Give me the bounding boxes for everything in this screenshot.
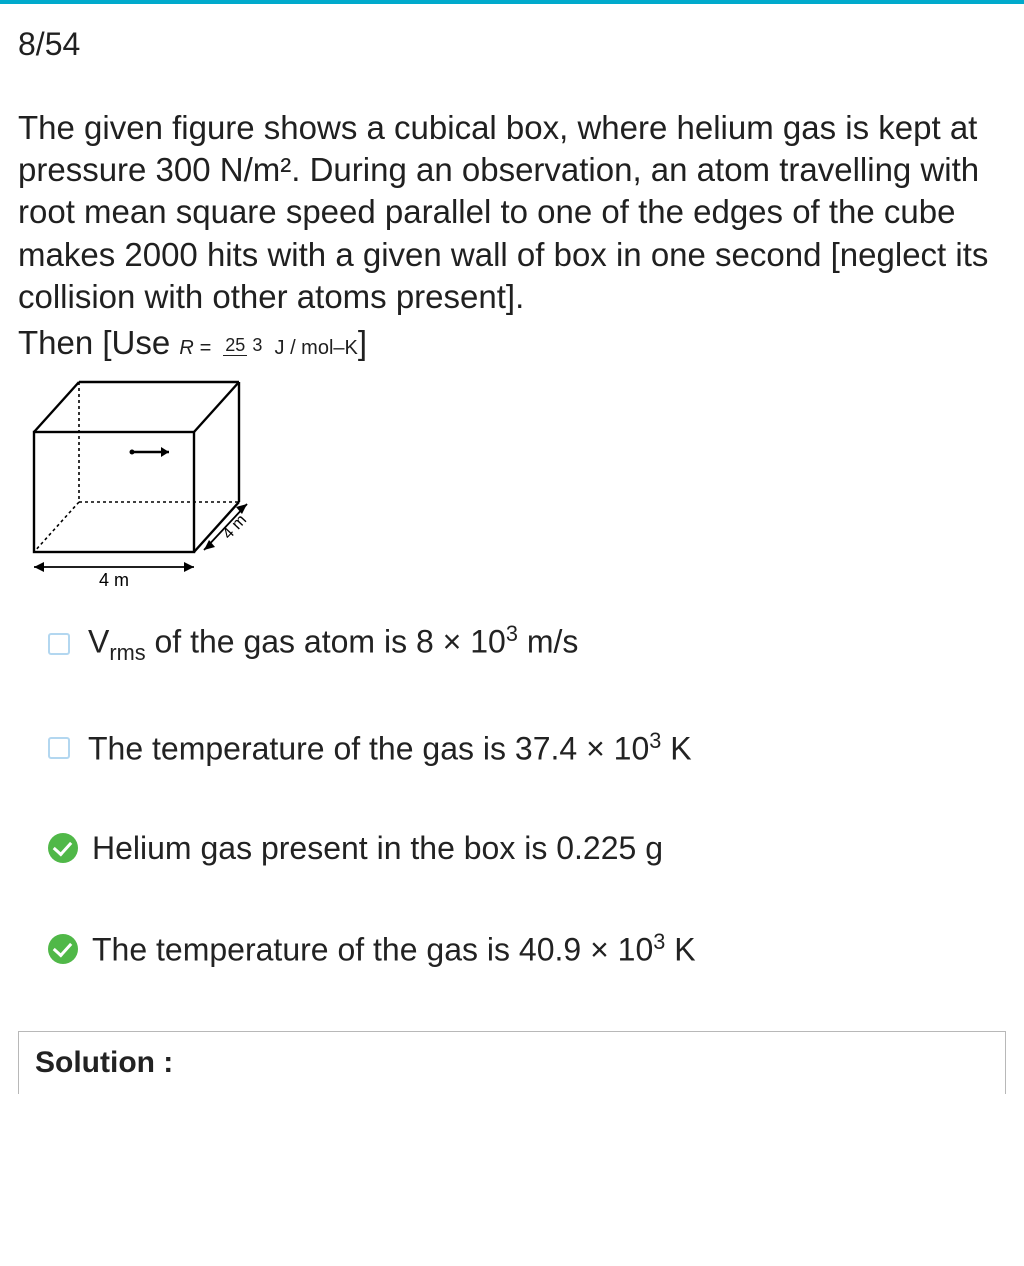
check-correct-icon bbox=[48, 934, 78, 964]
cube-figure: 4 m 4 m bbox=[24, 372, 1006, 597]
question-number: 8/54 bbox=[18, 26, 1006, 63]
edge-label-side: 4 m bbox=[219, 512, 250, 543]
formula-close: ] bbox=[358, 324, 367, 361]
then-line: Then [Use R = 25 3 J / mol–K] bbox=[18, 324, 1006, 362]
page-content: 8/54 The given figure shows a cubical bo… bbox=[0, 4, 1024, 969]
options-list: Vrms of the gas atom is 8 × 103 m/s The … bbox=[18, 621, 1006, 968]
option-b-text: The temperature of the gas is 37.4 × 103… bbox=[88, 728, 692, 768]
fraction-denominator: 3 bbox=[252, 334, 262, 355]
checkbox-icon bbox=[48, 737, 70, 759]
option-d-text: The temperature of the gas is 40.9 × 103… bbox=[92, 929, 696, 969]
option-c-text: Helium gas present in the box is 0.225 g bbox=[92, 830, 663, 867]
question-text: The given figure shows a cubical box, wh… bbox=[18, 107, 1006, 318]
option-b[interactable]: The temperature of the gas is 37.4 × 103… bbox=[48, 728, 1006, 768]
checkbox-icon bbox=[48, 633, 70, 655]
then-label: Then [Use bbox=[18, 324, 179, 361]
option-d[interactable]: The temperature of the gas is 40.9 × 103… bbox=[48, 929, 1006, 969]
fraction-numerator: 25 bbox=[223, 335, 247, 356]
fraction: 25 3 bbox=[223, 336, 262, 354]
solution-header[interactable]: Solution : bbox=[18, 1031, 1006, 1094]
formula-units: J / mol–K bbox=[275, 337, 358, 359]
formula-prefix: R = bbox=[179, 337, 211, 359]
check-correct-icon bbox=[48, 833, 78, 863]
option-a[interactable]: Vrms of the gas atom is 8 × 103 m/s bbox=[48, 621, 1006, 666]
option-a-text: Vrms of the gas atom is 8 × 103 m/s bbox=[88, 621, 578, 666]
option-c[interactable]: Helium gas present in the box is 0.225 g bbox=[48, 830, 1006, 867]
edge-label-bottom: 4 m bbox=[99, 570, 129, 590]
